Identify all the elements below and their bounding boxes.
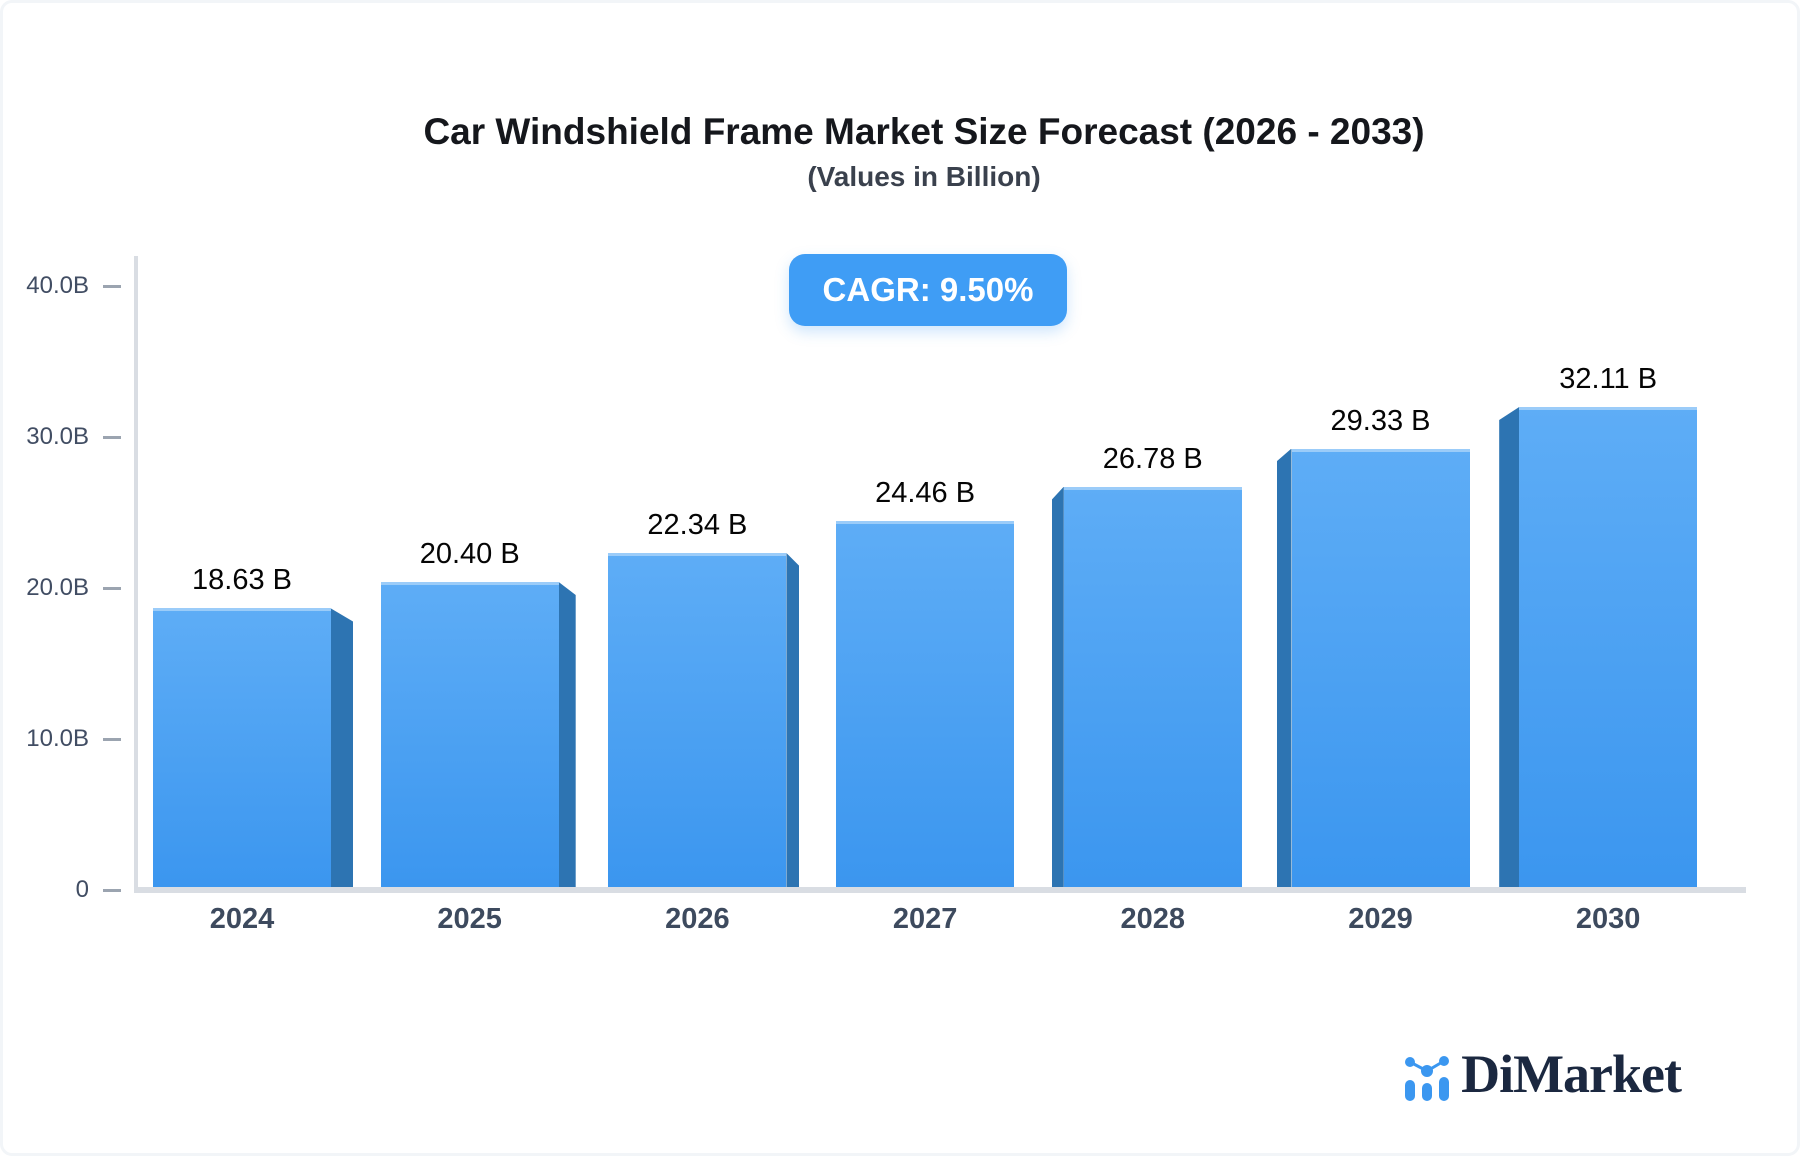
x-axis-label-2029: 2029 [1348,903,1413,935]
y-tick-label: 40.0B [26,272,89,299]
y-tick-dash [103,586,121,590]
chart-title: Car Windshield Frame Market Size Forecas… [423,111,1425,152]
y-tick-dash [103,737,121,741]
bar-2027[interactable] [836,521,1015,887]
x-axis-label-2024: 2024 [209,903,275,935]
x-axis-label-2026: 2026 [665,903,730,935]
y-tick-label: 20.0B [26,574,89,601]
bar-chart-logo-icon [1405,1056,1450,1101]
bar-2029[interactable] [1291,448,1470,887]
bar-value-label: 22.34 B [647,509,748,542]
y-tick-dash [103,435,121,439]
y-axis-line [134,256,138,893]
brand-logo: DiMarket [1400,1041,1682,1104]
x-axis-label-2027: 2027 [892,903,958,935]
bar-2024[interactable] [153,608,331,887]
bar-2026[interactable] [608,553,787,887]
y-tick-label: 30.0B [26,423,89,450]
x-axis-label-2030: 2030 [1575,903,1641,935]
cagr-badge: CAGR: 9.50% [789,254,1067,326]
y-tick-label: 0 [75,876,89,903]
y-tick-dash [103,284,121,288]
bar-value-label: 20.40 B [419,538,520,571]
x-axis-label-2028: 2028 [1120,903,1186,935]
bar-2030[interactable] [1519,406,1698,887]
x-axis-baseline [134,887,1746,893]
bar-value-label: 24.46 B [875,477,976,510]
bar-3d-side [558,582,576,887]
chart-subtitle: (Values in Billion) [807,161,1041,192]
bar-3d-side [1276,448,1292,887]
bar-value-label: 18.63 B [192,564,292,597]
bar-value-label: 26.78 B [1102,442,1203,475]
bar-3d-side [786,553,800,887]
x-axis-label-2025: 2025 [437,903,502,935]
bar-value-label: 29.33 B [1330,404,1431,437]
y-tick-dash [103,888,121,892]
bar-2025[interactable] [380,582,559,887]
brand-name: DiMarket [1461,1044,1682,1104]
bar-3d-side [331,608,353,887]
bar-3d-side [1499,406,1520,887]
y-tick-label: 10.0B [26,725,89,752]
bar-3d-side [1051,486,1064,887]
bar-2028[interactable] [1063,486,1242,887]
chart-plot: 40.0B 30.0B 20.0B 10.0B 0 18.63 B 2024 20.40 B 2… [3,3,1797,1153]
bar-value-label: 32.11 B [1559,362,1658,395]
